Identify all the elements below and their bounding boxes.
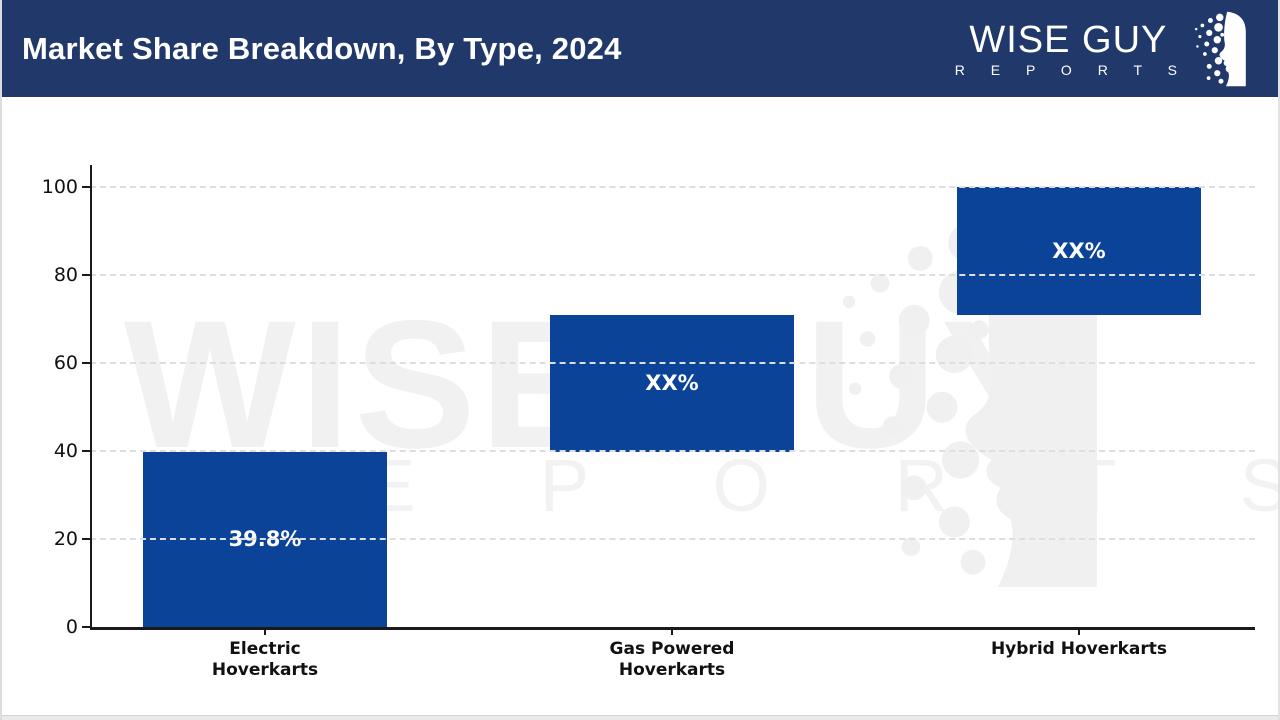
x-axis-line: [90, 627, 1255, 630]
y-axis-tick-label: 100: [41, 176, 78, 198]
x-axis-tick-mark: [264, 627, 266, 635]
y-axis-tick-mark: [82, 362, 90, 364]
y-axis-line: [90, 165, 92, 630]
x-axis-tick-mark: [1078, 627, 1080, 635]
brand-name: WISE GUY: [969, 18, 1168, 61]
bar-value-label: XX%: [645, 371, 699, 396]
chart-bar: [550, 314, 794, 452]
x-axis-category-label: Electric Hoverkarts: [211, 639, 319, 681]
bar-value-label: XX%: [1052, 238, 1106, 263]
y-axis-tick-label: 0: [65, 616, 78, 638]
x-axis-tick-mark: [671, 627, 673, 635]
brand-logo-text: WISE GUY R E P O R T S: [949, 21, 1188, 77]
y-axis-tick-mark: [82, 538, 90, 540]
y-axis-tick-mark: [82, 274, 90, 276]
gridline-60: [90, 362, 1255, 364]
gridline-80: [90, 274, 1255, 276]
y-axis-tick-mark: [82, 186, 90, 188]
brand-logo: WISE GUY R E P O R T S: [949, 7, 1252, 91]
y-axis-tick-label: 60: [53, 352, 78, 374]
gridline-20: [90, 538, 1255, 540]
y-axis-tick-label: 20: [53, 528, 78, 550]
page-title: Market Share Breakdown, By Type, 2024: [22, 30, 622, 66]
brand-subname: R E P O R T S: [954, 61, 1188, 78]
x-axis-category-label: Gas Powered Hoverkarts: [609, 639, 735, 681]
y-axis-tick-mark: [82, 450, 90, 452]
y-axis-tick-label: 80: [53, 264, 78, 286]
bottom-border-strip: [2, 715, 1278, 720]
gridline-100: [90, 186, 1255, 188]
y-axis-tick-label: 40: [53, 440, 78, 462]
header-bar: Market Share Breakdown, By Type, 2024 WI…: [2, 0, 1278, 97]
x-axis-category-label: Hybrid Hoverkarts: [990, 639, 1168, 659]
chart-area: WISE GUY R E P O R T S 0 20 40 60 80 100 39.8%…: [2, 97, 1278, 715]
y-axis-tick-mark: [82, 626, 90, 628]
brand-face-icon: [1194, 11, 1246, 86]
chart-bar: [957, 187, 1201, 315]
gridline-40: [90, 450, 1255, 452]
